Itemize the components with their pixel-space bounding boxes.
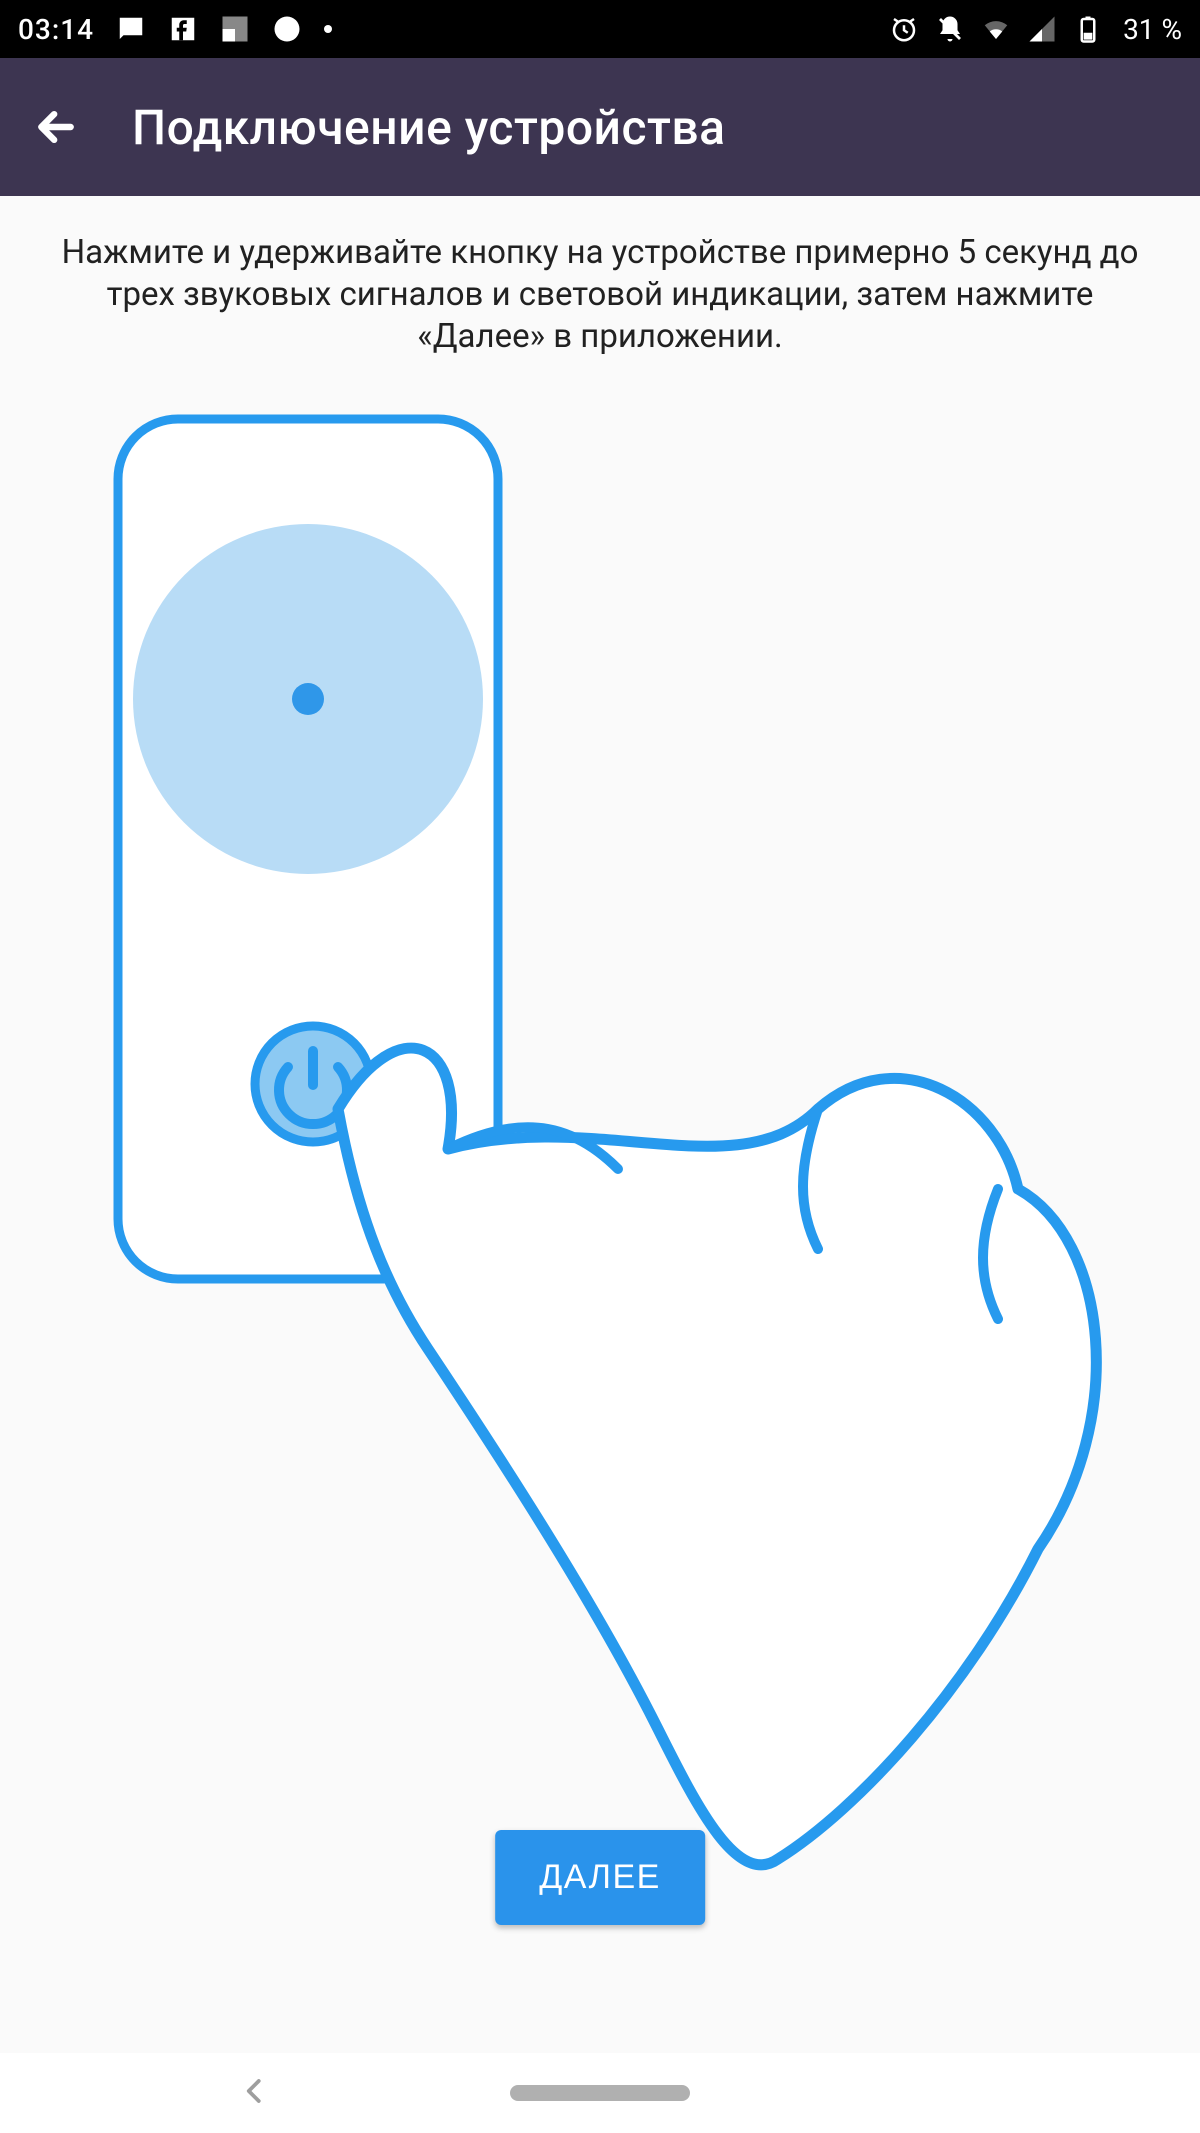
screen: 03:14 xyxy=(0,0,1200,2133)
sync-icon xyxy=(272,14,302,44)
device-press-illustration xyxy=(98,409,1118,1899)
arrow-left-icon xyxy=(34,105,78,149)
app-icon xyxy=(220,14,250,44)
battery-icon xyxy=(1073,14,1103,44)
back-button[interactable] xyxy=(28,99,84,155)
alarm-icon xyxy=(889,14,919,44)
content: Нажмите и удерживайте кнопку на устройст… xyxy=(0,196,1200,2053)
status-time: 03:14 xyxy=(18,13,94,46)
illustration-wrap xyxy=(36,409,1164,1899)
app-bar: Подключение устройства xyxy=(0,58,1200,196)
nav-back-button[interactable] xyxy=(240,2076,270,2110)
mute-icon xyxy=(935,14,965,44)
more-notifications-icon xyxy=(324,25,332,33)
battery-percentage: 31 % xyxy=(1123,13,1182,46)
status-bar: 03:14 xyxy=(0,0,1200,58)
nav-home-pill[interactable] xyxy=(510,2085,690,2101)
notification-icon xyxy=(116,14,146,44)
nav-bar xyxy=(0,2053,1200,2133)
page-title: Подключение устройства xyxy=(132,99,726,156)
next-button[interactable]: ДАЛЕЕ xyxy=(495,1830,705,1925)
status-left: 03:14 xyxy=(18,13,332,46)
instruction-text: Нажмите и удерживайте кнопку на устройст… xyxy=(40,232,1160,359)
signal-icon xyxy=(1027,14,1057,44)
wifi-icon xyxy=(981,14,1011,44)
chevron-left-icon xyxy=(240,2076,270,2106)
facebook-icon xyxy=(168,14,198,44)
status-right: 31 % xyxy=(889,13,1182,46)
